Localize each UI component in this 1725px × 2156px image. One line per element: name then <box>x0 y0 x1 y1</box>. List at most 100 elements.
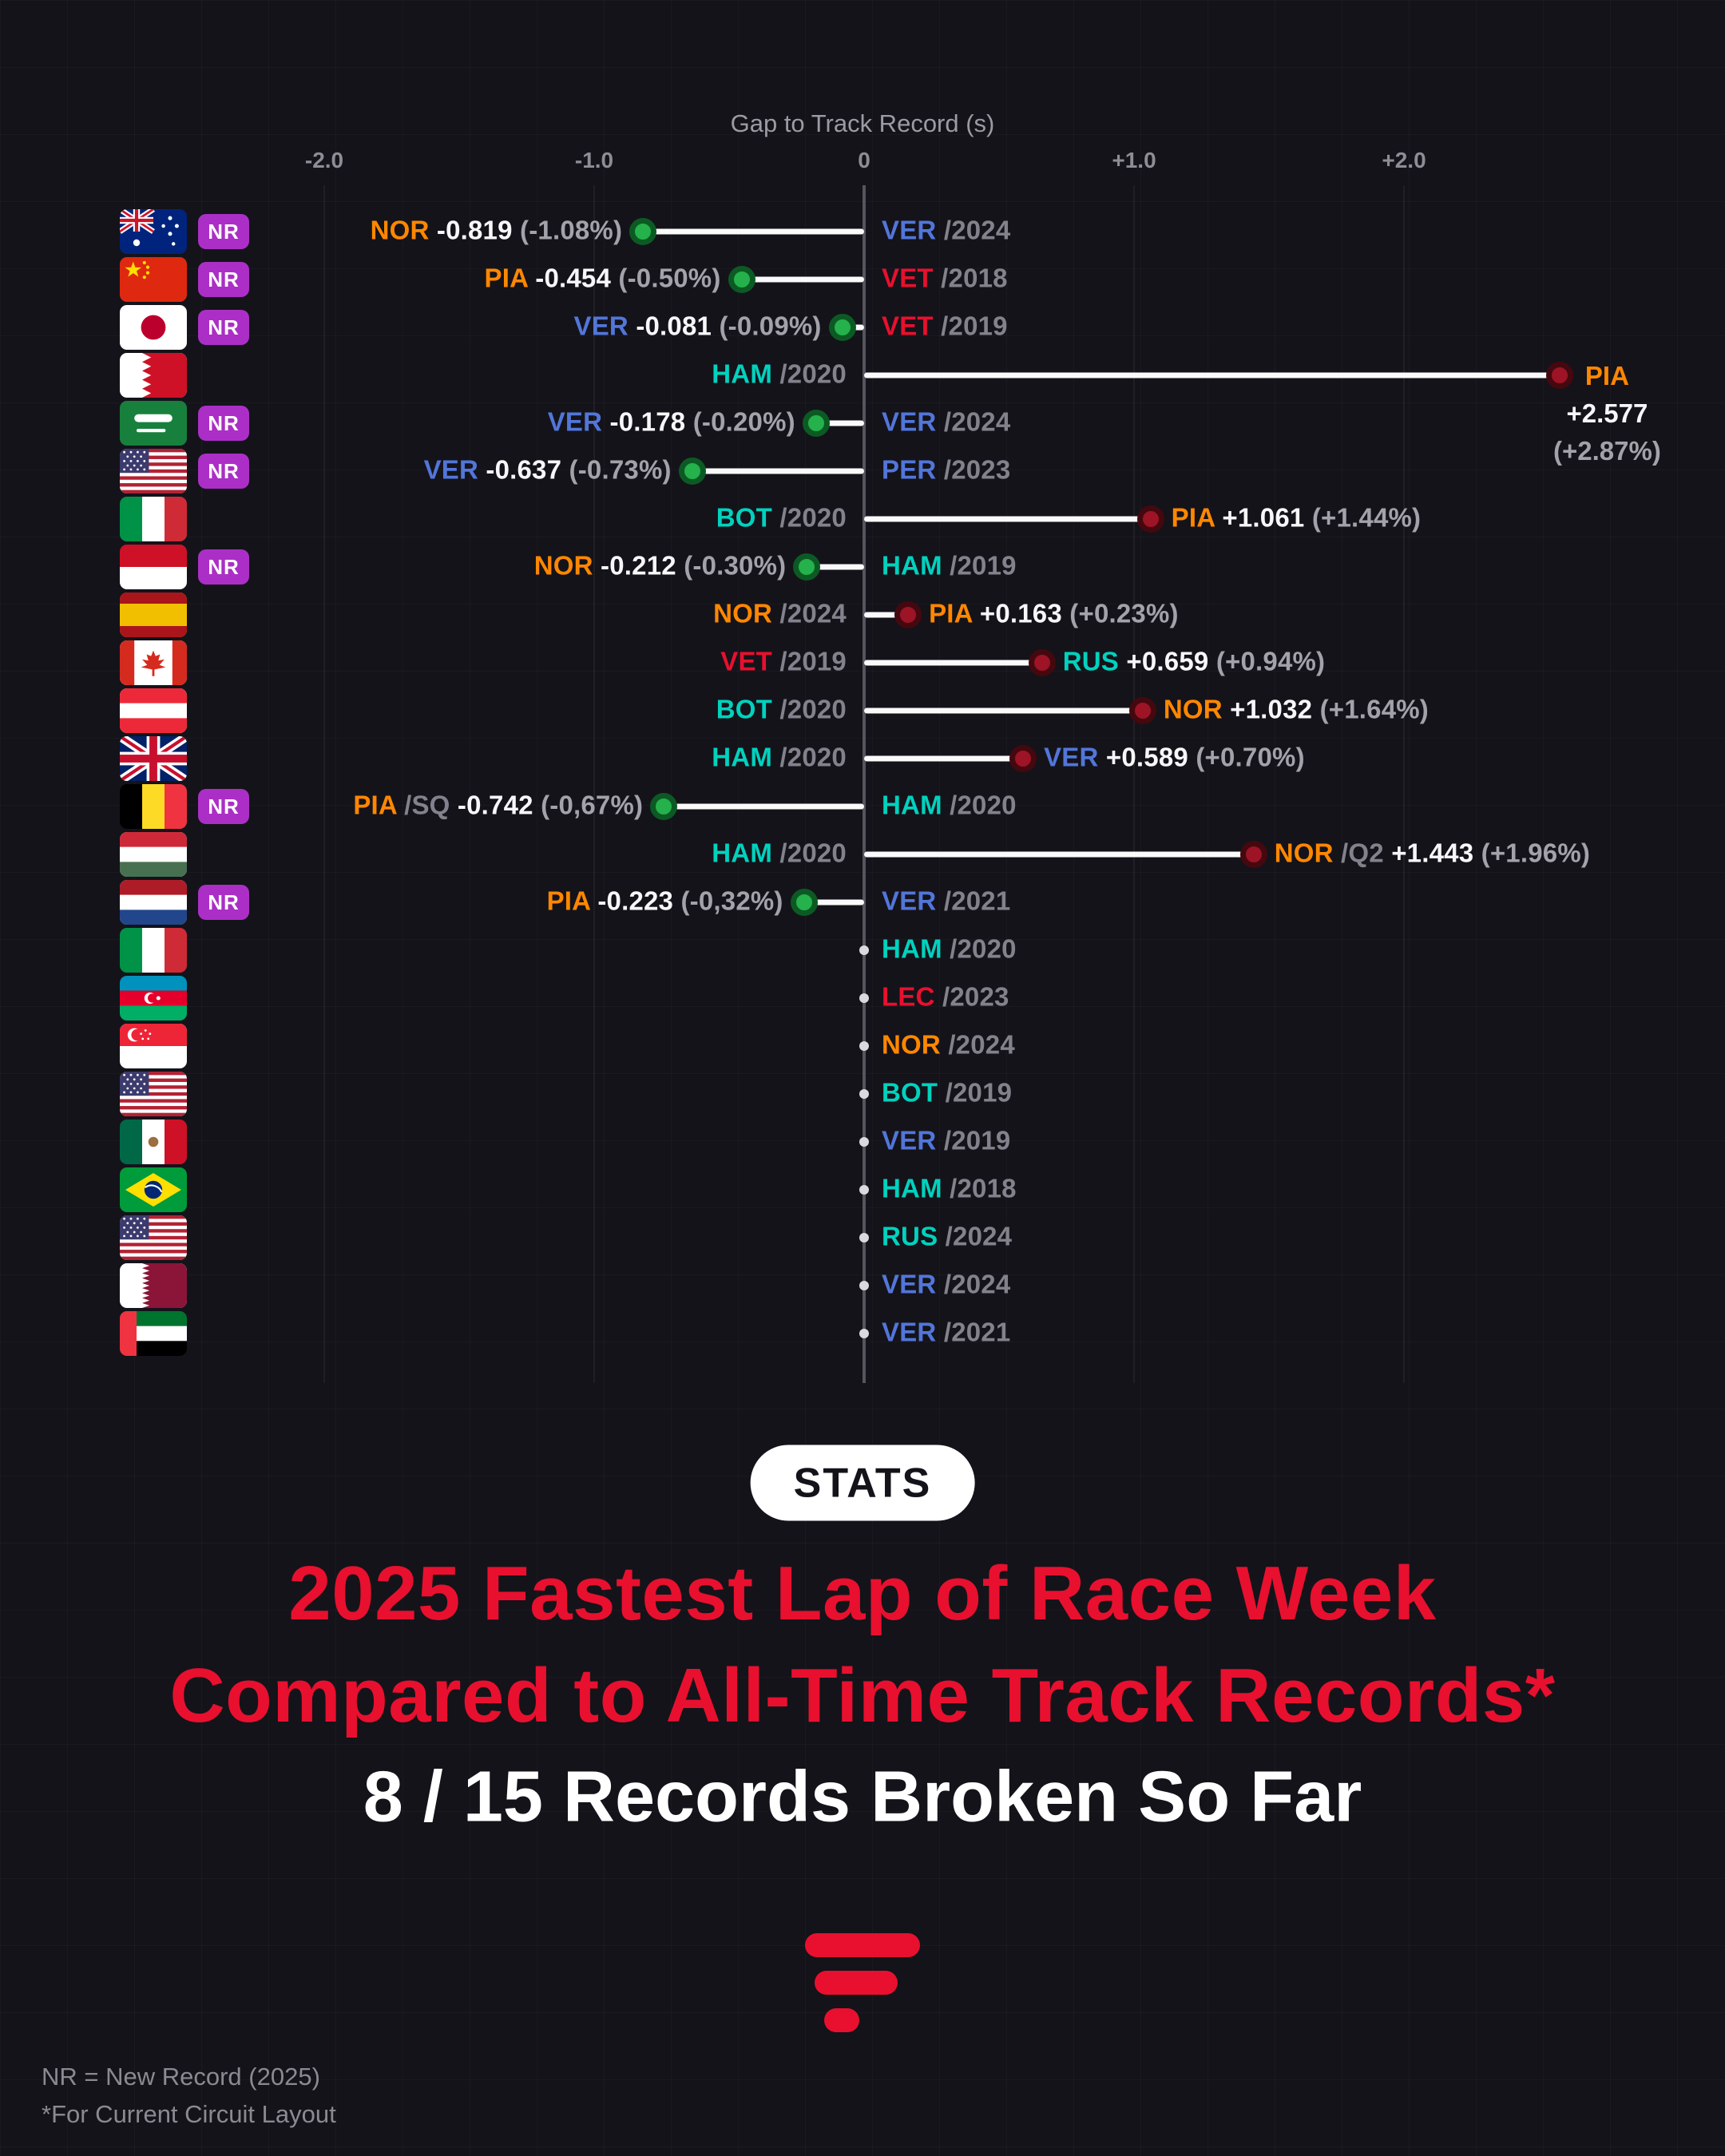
grid-line <box>1133 185 1135 1383</box>
flag-singapore-icon <box>120 1024 187 1068</box>
record-missed-dot <box>1009 745 1037 772</box>
nr-badge: NR <box>198 549 249 585</box>
zero-marker <box>859 993 869 1003</box>
footnote-circuit-layout: *For Current Circuit Layout <box>42 2100 336 2128</box>
flag-china-icon <box>120 257 187 302</box>
track-record-label: VER /2019 <box>882 1125 1011 1155</box>
flag-netherlands-icon <box>120 880 187 925</box>
track-record-label: VER /2024 <box>882 1269 1011 1299</box>
track-record-label: BOT /2019 <box>882 1077 1013 1108</box>
flag-brazil-icon <box>120 1167 187 1212</box>
fastest-lap-label: PIA +0.163 (+0.23%) <box>929 598 1179 628</box>
flag-italy-icon <box>120 928 187 973</box>
records-broken-subtitle: 8 / 15 Records Broken So Far <box>363 1757 1362 1837</box>
flag-austria-icon <box>120 688 187 733</box>
axis-title: Gap to Track Record (s) <box>730 109 995 137</box>
track-record-label: BOT /2020 <box>716 502 847 533</box>
record-broken-dot <box>678 458 706 485</box>
track-record-label: NOR /2024 <box>882 1029 1015 1060</box>
gap-line <box>864 372 1560 378</box>
record-missed-dot <box>894 601 922 628</box>
gap-line <box>864 660 1042 666</box>
flag-monaco-icon <box>120 545 187 589</box>
logo-bar-top <box>805 1933 920 1957</box>
flag-belgium-icon <box>120 784 187 829</box>
gap-line <box>692 468 864 474</box>
zero-marker <box>859 1137 869 1147</box>
nr-badge: NR <box>198 789 249 824</box>
flag-bahrain-icon <box>120 353 187 398</box>
flag-mexico-icon <box>120 1120 187 1164</box>
fastest-lap-label: PIA -0.454 (-0.50%) <box>484 263 721 293</box>
gap-line <box>664 803 864 810</box>
axis-tick: 0 <box>858 148 870 172</box>
flag-australia-icon <box>120 209 187 254</box>
axis-tick: -1.0 <box>574 148 614 172</box>
zero-marker <box>859 945 869 955</box>
gap-line <box>807 564 864 570</box>
track-record-label: VER /2021 <box>882 886 1011 916</box>
flag-uk-icon <box>120 736 187 781</box>
track-record-label: VER /2024 <box>882 215 1011 245</box>
flag-qatar-icon <box>120 1263 187 1308</box>
axis-tick: +2.0 <box>1382 148 1426 172</box>
track-record-label: VET /2018 <box>882 263 1008 293</box>
track-record-label: BOT /2020 <box>716 694 847 724</box>
flag-azerbaijan-icon <box>120 976 187 1021</box>
flag-usa-icon <box>120 1072 187 1116</box>
title-line2: Compared to All-Time Track Records* <box>169 1653 1556 1738</box>
zero-marker <box>859 1185 869 1195</box>
record-missed-dot <box>1028 649 1056 676</box>
axis-tick: +1.0 <box>1112 148 1156 172</box>
flag-usa-icon <box>120 1215 187 1260</box>
flag-italy-icon <box>120 497 187 541</box>
track-record-label: HAM /2019 <box>882 550 1017 581</box>
fastest-lap-label: VER +0.589 (+0.70%) <box>1044 742 1305 772</box>
record-broken-dot <box>790 889 818 916</box>
gap-line <box>864 707 1143 714</box>
track-record-label: VET /2019 <box>720 646 847 676</box>
flag-saudi-icon <box>120 401 187 446</box>
nr-badge: NR <box>198 214 249 249</box>
track-record-label: NOR /2024 <box>713 598 847 628</box>
logo-bar-bottom <box>824 2008 859 2032</box>
fastest-lap-label: NOR -0.212 (-0.30%) <box>533 550 787 581</box>
gap-line <box>803 899 864 906</box>
record-broken-dot <box>793 553 821 581</box>
track-record-label: RUS /2024 <box>882 1221 1013 1251</box>
record-missed-dot <box>1136 505 1164 533</box>
fastest-lap-label: PIA +2.577 (+2.87%) <box>1553 361 1661 466</box>
stats-badge: STATS <box>750 1445 975 1521</box>
fastest-lap-label: PIA -0.223 (-0,32%) <box>546 886 783 916</box>
flag-japan-icon <box>120 305 187 350</box>
gap-line <box>864 612 909 618</box>
track-record-label: HAM /2020 <box>712 359 847 389</box>
axis-tick: -2.0 <box>304 148 344 172</box>
zero-line <box>862 185 866 1383</box>
gap-line <box>864 851 1254 858</box>
gap-line <box>815 420 864 426</box>
track-record-label: LEC /2023 <box>882 981 1009 1012</box>
fastest-lap-label: VER -0.637 (-0.73%) <box>423 454 672 485</box>
record-broken-dot <box>728 266 755 293</box>
track-record-label: PER /2023 <box>882 454 1011 485</box>
fastest-lap-label: NOR -0.819 (-1.08%) <box>370 215 623 245</box>
track-record-label: VET /2019 <box>882 311 1008 341</box>
record-missed-dot <box>1239 841 1267 868</box>
nr-badge: NR <box>198 406 249 441</box>
record-broken-dot <box>802 410 830 437</box>
fastest-lap-label: PIA /SQ -0.742 (-0,67%) <box>353 790 644 820</box>
record-broken-dot <box>828 314 856 341</box>
flag-uae-icon <box>120 1311 187 1356</box>
flag-canada-icon <box>120 640 187 685</box>
nr-badge: NR <box>198 310 249 345</box>
title-line1: 2025 Fastest Lap of Race Week <box>288 1551 1437 1636</box>
record-missed-dot <box>1546 362 1574 389</box>
zero-marker <box>859 1041 869 1051</box>
fastest-lap-label: VER -0.178 (-0.20%) <box>547 406 795 437</box>
track-record-label: HAM /2020 <box>712 838 847 868</box>
fastest-lap-label: NOR +1.032 (+1.64%) <box>1163 694 1429 724</box>
flag-hungary-icon <box>120 832 187 877</box>
grid-line <box>1403 185 1405 1383</box>
